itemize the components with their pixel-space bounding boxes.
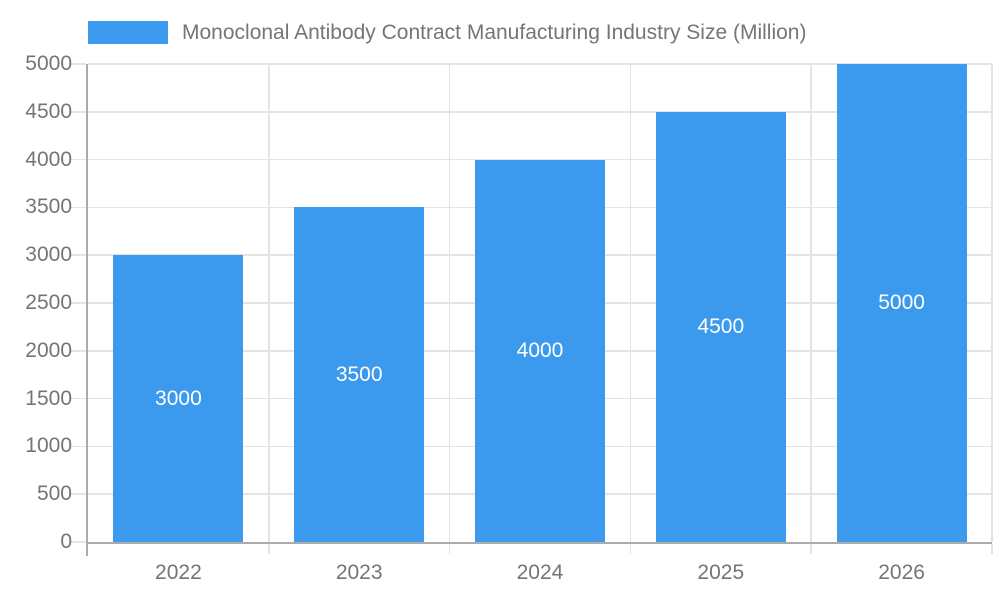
bar-2023[interactable]	[294, 207, 425, 542]
bar-value-label: 3500	[335, 362, 383, 386]
bar-value-label: 4500	[697, 314, 745, 338]
bar-value-label: 5000	[878, 291, 925, 314]
y-axis-tick-mark	[71, 111, 86, 113]
gridline-horizontal	[88, 111, 992, 113]
y-axis-tick-label: 2000	[25, 338, 72, 362]
legend-swatch-icon	[88, 21, 168, 44]
gridline-vertical	[448, 64, 451, 542]
bar-value-label: 3000	[155, 386, 202, 410]
legend-label: Monoclonal Antibody Contract Manufacturi…	[182, 21, 807, 44]
y-axis-tick-mark	[71, 493, 86, 495]
y-axis-tick-label: 500	[36, 482, 72, 506]
gridline-vertical	[991, 64, 993, 542]
bar-2026[interactable]	[836, 64, 967, 542]
y-axis-tick-mark	[71, 397, 86, 400]
y-axis-tick-label: 0	[60, 530, 72, 553]
y-axis-tick-label: 4500	[25, 99, 72, 123]
x-axis-line	[86, 542, 992, 544]
x-axis-tick-label: 2022	[155, 561, 202, 584]
x-axis-tick-mark	[268, 544, 270, 554]
bar-value-label: 4000	[516, 338, 564, 362]
y-axis-tick-mark	[71, 206, 86, 209]
x-axis-tick-label: 2026	[878, 561, 925, 584]
y-axis-tick-mark	[71, 302, 86, 304]
y-axis-tick-mark	[71, 254, 86, 256]
y-axis-tick-mark	[71, 350, 86, 352]
y-axis-tick-mark	[71, 63, 86, 65]
gridline-vertical	[810, 64, 812, 542]
y-axis-line	[86, 64, 88, 556]
y-axis-tick-label: 5000	[25, 52, 72, 75]
y-axis-tick-label: 3500	[25, 195, 72, 219]
x-axis-tick-mark	[810, 544, 812, 554]
bar-2024[interactable]	[475, 159, 605, 542]
bar-2022[interactable]	[113, 255, 244, 542]
y-axis-tick-mark	[71, 541, 86, 543]
gridline-horizontal	[88, 63, 992, 65]
y-axis-tick-mark	[71, 445, 86, 448]
x-axis-tick-label: 2025	[697, 561, 745, 584]
x-axis-tick-label: 2024	[516, 561, 564, 584]
y-axis-tick-label: 4000	[25, 147, 72, 171]
legend-item[interactable]: Monoclonal Antibody Contract Manufacturi…	[88, 20, 806, 45]
y-axis-tick-label: 3000	[25, 243, 72, 267]
gridline-vertical	[629, 64, 632, 542]
bar-2025[interactable]	[655, 111, 786, 542]
y-axis-tick-label: 1500	[25, 386, 72, 410]
y-axis-tick-label: 1000	[25, 434, 72, 458]
x-axis-tick-mark	[448, 544, 451, 554]
x-axis-tick-mark	[629, 544, 632, 554]
y-axis-tick-label: 2500	[25, 291, 72, 314]
x-axis-tick-mark	[991, 544, 993, 554]
y-axis-tick-mark	[71, 158, 86, 161]
gridline-vertical	[268, 64, 270, 542]
x-axis-tick-label: 2023	[335, 561, 383, 584]
